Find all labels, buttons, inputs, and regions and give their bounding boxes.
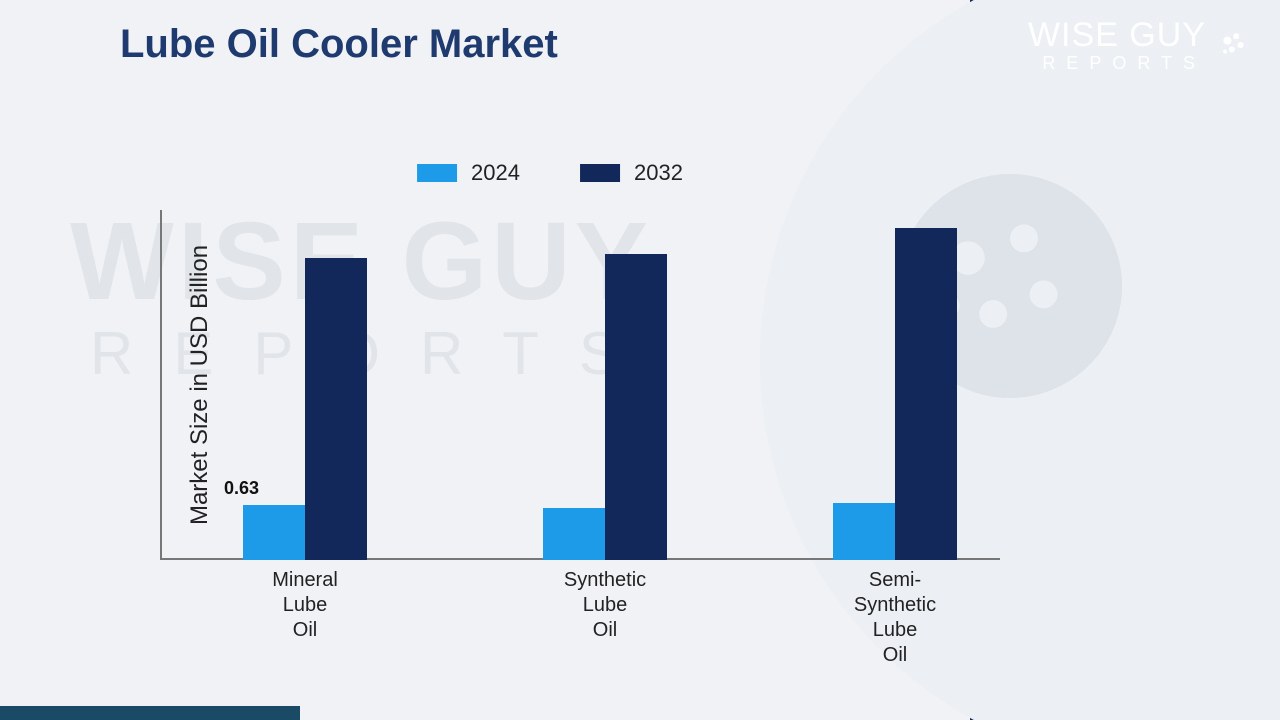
bar-2024 [543,508,605,561]
category-label: Semi-Synthetic Lube Oil [853,568,938,668]
bar-2032 [605,254,667,560]
bar-value-label: 0.63 [224,478,259,499]
bar-chart: Market Size in USD Billion 2024 2032 0.6… [100,150,1000,620]
chart-legend: 2024 2032 [417,160,683,186]
legend-swatch-2032 [580,164,620,182]
category-label: Synthetic Lube Oil [564,568,646,643]
bar-group: Synthetic Lube Oil [520,210,690,560]
legend-item-2024: 2024 [417,160,520,186]
legend-item-2032: 2032 [580,160,683,186]
chart-title: Lube Oil Cooler Market [120,22,558,67]
bar-group: Semi-Synthetic Lube Oil [810,210,980,560]
bar-group: 0.63Mineral Lube Oil [220,210,390,560]
brand-logo: WISE GUY REPORTS [1028,18,1256,72]
right-brand-panel [970,0,1280,720]
category-label: Mineral Lube Oil [272,568,338,643]
legend-swatch-2024 [417,164,457,182]
y-axis-line [160,210,162,560]
plot-area: 0.63Mineral Lube Oil Synthetic Lube Oil Se… [160,210,1000,560]
brand-head-icon [1212,23,1256,67]
bar-2032 [305,258,367,560]
bar-2032 [895,228,957,561]
brand-name-line2: REPORTS [1028,54,1206,72]
bottom-accent-strip [0,706,300,720]
brand-name-line1: WISE GUY [1028,18,1206,52]
bar-2024 [833,503,895,560]
page-root: WISE GUY REPORTS Lube Oil Cooler Market … [0,0,1280,720]
bar-2024 [243,505,305,560]
legend-label-2032: 2032 [634,160,683,186]
legend-label-2024: 2024 [471,160,520,186]
